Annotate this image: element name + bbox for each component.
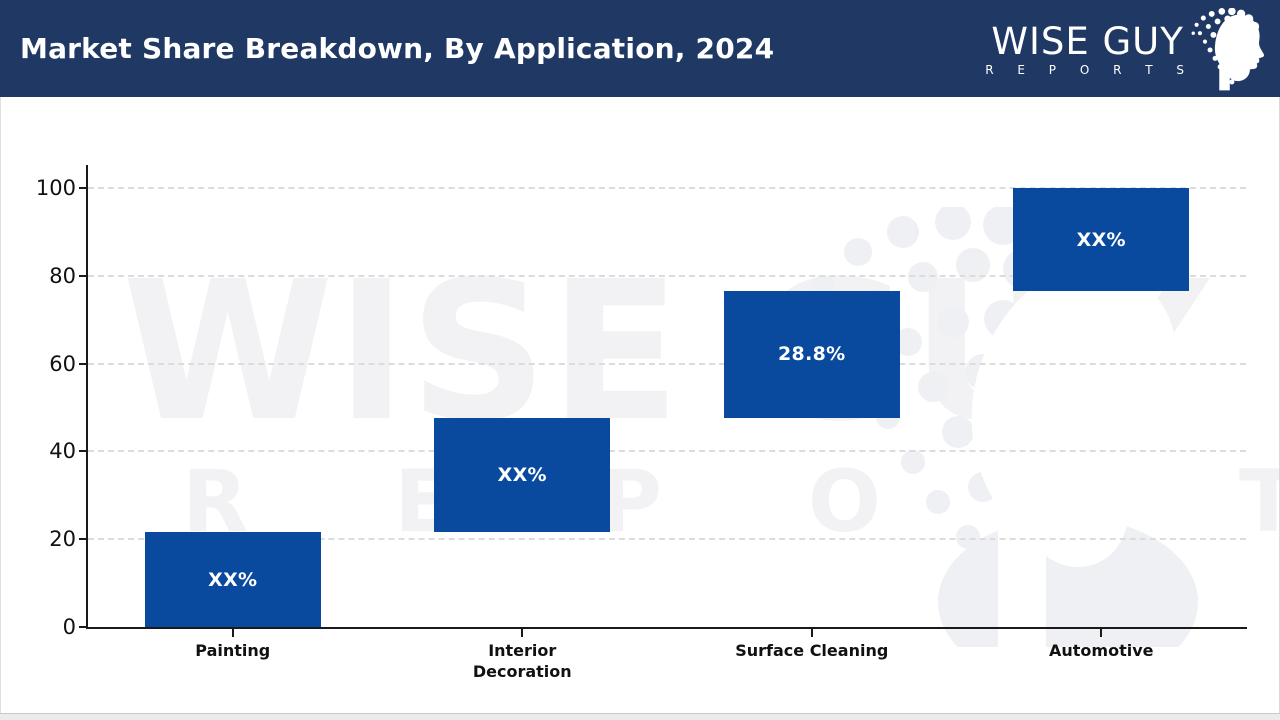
y-tick [79,538,87,541]
x-tick [231,629,234,637]
y-tick-label: 100 [35,176,76,200]
y-axis-line [86,165,88,629]
x-category-label: Automotive [1049,641,1154,660]
y-gridline [88,187,1246,189]
x-category-label: Painting [195,641,271,660]
y-gridline [88,538,1246,541]
x-tick [1100,629,1103,637]
header-bar: Market Share Breakdown, By Application, … [0,0,1280,97]
y-tick-label: 80 [49,263,76,288]
waterfall-bar: XX% [434,417,611,533]
y-tick-label: 0 [62,615,76,639]
y-tick [79,450,87,453]
y-tick [79,626,87,628]
page-left-border [0,97,1,714]
x-axis-line [86,627,1247,629]
bar-value-label: XX% [1076,228,1126,251]
bar-value-label: XX% [497,463,547,486]
page-bottom-border [0,713,1280,714]
brand-name: WISE GUY [991,20,1184,64]
x-tick [810,629,813,637]
x-category-label: Interior Decoration [472,641,572,682]
y-tick [79,187,87,189]
waterfall-bar: XX% [144,532,321,627]
bar-value-label: XX% [208,568,258,591]
y-tick [79,362,87,365]
y-tick [79,274,87,277]
chart-canvas: WISE GUY R E P O R T S [0,97,1280,713]
waterfall-bar: 28.8% [723,291,900,418]
face-dots-icon [1191,8,1264,91]
y-gridline [88,362,1246,365]
brand-logo-text: WISE GUY R E P O R T S [981,20,1194,77]
y-gridline [88,450,1246,453]
x-tick [521,629,524,637]
chart-title: Market Share Breakdown, By Application, … [20,32,775,65]
y-tick-label: 20 [49,527,76,552]
x-category-label: Surface Cleaning [735,641,889,660]
y-gridline [88,274,1246,277]
watermark-face-dots-icon [788,207,1198,647]
y-tick-label: 60 [49,351,76,376]
waterfall-bar: XX% [1013,188,1190,292]
page-bottom-strip [0,714,1280,720]
y-tick-label: 40 [49,439,76,464]
brand-logo: WISE GUY R E P O R T S [981,8,1264,92]
bar-value-label: 28.8% [778,343,846,366]
brand-subname: R E P O R T S [985,62,1194,77]
